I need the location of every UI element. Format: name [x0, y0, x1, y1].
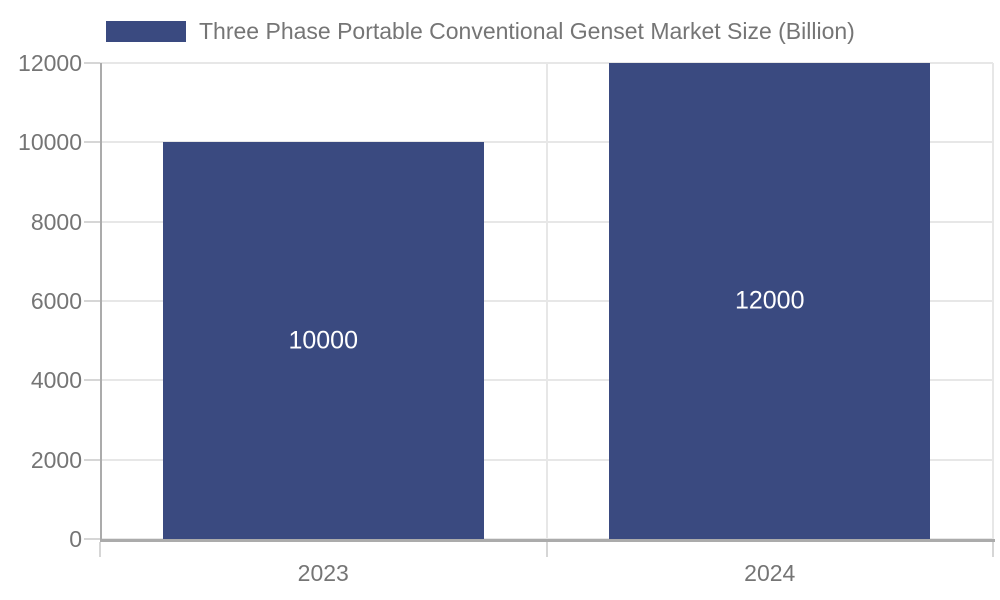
- x-tick-mark: [992, 542, 994, 557]
- x-axis-line: [100, 539, 995, 542]
- y-tick-mark: [84, 458, 100, 461]
- y-tick-mark: [84, 62, 100, 64]
- y-tick-mark: [84, 379, 100, 382]
- y-tick-mark: [84, 300, 100, 302]
- x-tick-mark: [545, 542, 548, 557]
- x-tick-mark: [99, 542, 101, 557]
- gridline: [992, 63, 994, 539]
- y-tick-mark: [84, 141, 100, 144]
- y-tick-label: 6000: [30, 288, 82, 314]
- y-tick-label: 12000: [18, 50, 82, 76]
- x-tick-label: 2023: [297, 560, 349, 586]
- gridline: [545, 63, 548, 539]
- y-tick-label: 0: [69, 526, 82, 552]
- x-tick-label: 2024: [744, 560, 796, 586]
- y-tick-mark: [84, 220, 100, 223]
- y-tick-label: 10000: [18, 129, 82, 156]
- bar-value-label: 10000: [288, 326, 358, 355]
- legend-label: Three Phase Portable Conventional Genset…: [199, 18, 855, 44]
- y-tick-label: 8000: [30, 208, 82, 235]
- bar: 12000: [609, 63, 931, 539]
- legend-item[interactable]: Three Phase Portable Conventional Genset…: [106, 19, 855, 43]
- plot-area: 10000 12000: [100, 62, 994, 540]
- bar: 10000: [162, 142, 484, 539]
- y-tick-mark: [84, 538, 100, 540]
- y-tick-label: 4000: [30, 367, 82, 394]
- legend-swatch-icon: [106, 20, 186, 42]
- bar-value-label: 12000: [734, 286, 805, 315]
- y-tick-label: 2000: [30, 446, 82, 473]
- y-axis-line: [100, 63, 102, 542]
